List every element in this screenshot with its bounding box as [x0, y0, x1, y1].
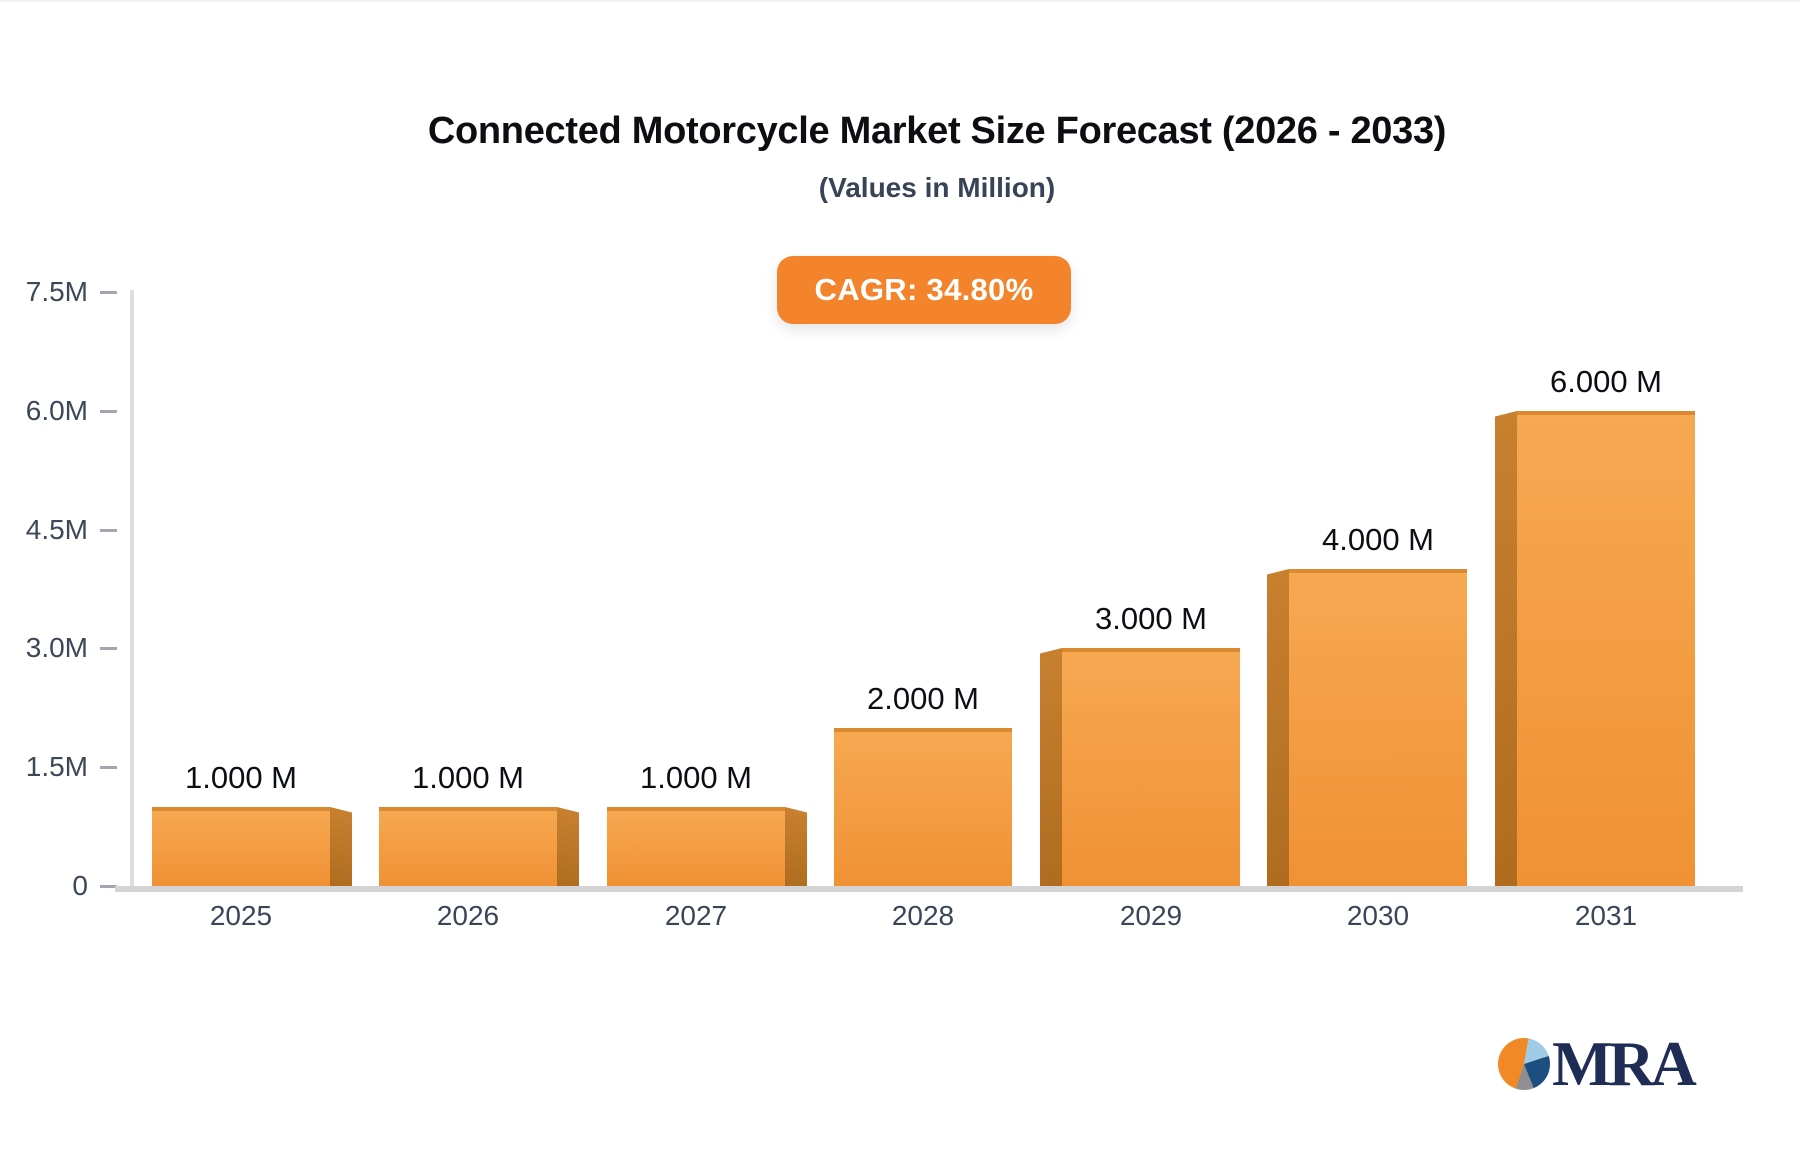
x-axis-label: 2028 [891, 900, 955, 931]
bar-2029 [1040, 648, 1240, 892]
y-axis-tick [100, 529, 117, 532]
bar-face [834, 728, 1012, 886]
x-axis-label: 2029 [1119, 900, 1183, 931]
bar-face [1517, 411, 1695, 886]
chart-title: Connected Motorcycle Market Size Forecas… [427, 110, 1447, 152]
x-axis-label: 2025 [209, 900, 273, 931]
bar-value-label: 1.000 M [184, 760, 297, 795]
y-axis-tick [100, 647, 117, 650]
x-axis-label: 2026 [436, 900, 500, 931]
y-axis-label: 0 [72, 870, 88, 901]
bar-value-label: 3.000 M [1094, 601, 1207, 636]
bar-side-3d [785, 807, 807, 892]
bar-value-label: 6.000 M [1549, 364, 1662, 399]
y-axis-label: 3.0M [25, 632, 88, 663]
y-axis-label: 1.5M [25, 751, 88, 782]
mra-logo: MRA [1498, 1028, 1697, 1099]
bar-2025 [152, 807, 352, 892]
pie-chart-icon [1498, 1038, 1550, 1090]
bar-side-3d [1495, 411, 1517, 892]
cagr-badge: CAGR: 34.80% [777, 256, 1071, 324]
bar-2028 [834, 728, 1012, 886]
bar-face [1062, 648, 1240, 886]
bar-2026 [379, 807, 579, 892]
x-axis-baseline [115, 886, 1743, 892]
bar-2031 [1495, 411, 1695, 892]
bar-side-3d [330, 807, 352, 892]
y-axis-label: 7.5M [25, 276, 88, 307]
bar-side-3d [557, 807, 579, 892]
cagr-badge-label: CAGR: 34.80% [814, 272, 1034, 307]
bar-face [379, 807, 557, 886]
bar-face [152, 807, 330, 886]
y-axis-tick [100, 291, 117, 294]
x-axis-label: 2030 [1346, 900, 1410, 931]
y-axis-label: 4.5M [25, 514, 88, 545]
bar-value-label: 4.000 M [1321, 522, 1434, 557]
chart-subtitle: (Values in Million) [818, 172, 1056, 203]
y-axis-label: 6.0M [25, 395, 88, 426]
bar-face [607, 807, 785, 886]
bar-value-label: 1.000 M [411, 760, 524, 795]
y-axis-tick [100, 885, 117, 888]
y-axis-tick [100, 410, 117, 413]
bar-value-label: 1.000 M [639, 760, 752, 795]
bar-2027 [607, 807, 807, 892]
bar-2030 [1267, 569, 1467, 892]
bar-value-label: 2.000 M [866, 681, 979, 716]
y-axis-line [130, 290, 134, 888]
x-axis-label: 2031 [1574, 900, 1638, 931]
x-axis-label: 2027 [664, 900, 728, 931]
bar-face [1289, 569, 1467, 886]
y-axis-tick [100, 766, 117, 769]
logo-text: MRA [1552, 1028, 1697, 1099]
